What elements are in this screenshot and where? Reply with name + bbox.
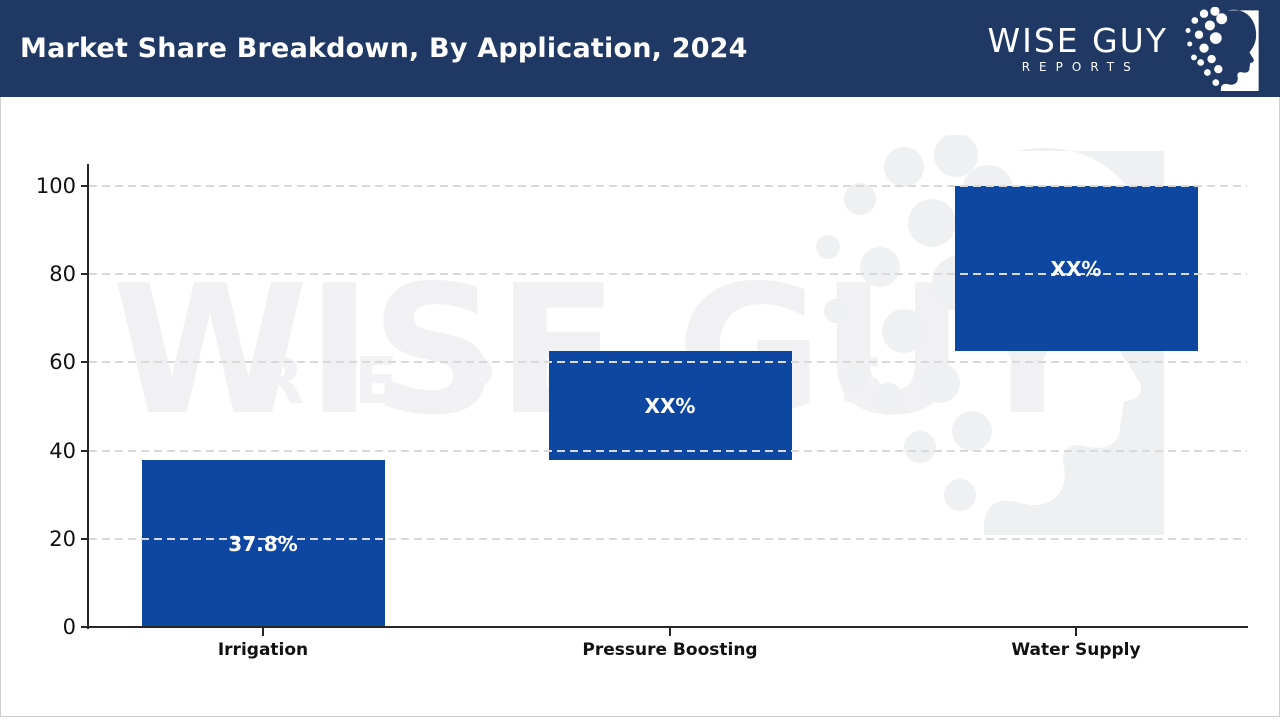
y-tick-100 bbox=[81, 185, 88, 187]
bar-value-label: XX% bbox=[644, 393, 696, 418]
category-label-1: Pressure Boosting bbox=[582, 640, 758, 660]
bar-pressure-boosting bbox=[548, 351, 792, 461]
header-bar: Market Share Breakdown, By Application, … bbox=[0, 0, 1280, 97]
bar-value-label: 37.8% bbox=[228, 531, 298, 556]
gridline-40 bbox=[89, 449, 1247, 452]
y-tick-label-100: 100 bbox=[35, 174, 76, 198]
gridline-100 bbox=[89, 185, 1247, 187]
bar-value-label: XX% bbox=[1050, 256, 1102, 281]
brand-face-icon bbox=[1185, 6, 1259, 91]
y-tick-label-40: 40 bbox=[49, 438, 76, 463]
x-tick-1 bbox=[669, 628, 671, 636]
y-tick-label-80: 80 bbox=[49, 262, 76, 287]
y-tick-0 bbox=[81, 626, 88, 628]
x-tick-2 bbox=[1075, 628, 1077, 636]
y-tick-label-0: 0 bbox=[62, 615, 76, 639]
chart-title: Market Share Breakdown, By Application, … bbox=[20, 33, 748, 64]
gridline-80 bbox=[89, 273, 1247, 276]
gridline-20 bbox=[89, 537, 1247, 540]
gridline-60 bbox=[89, 361, 1247, 364]
y-axis-line bbox=[87, 163, 89, 629]
y-tick-20 bbox=[81, 537, 88, 540]
y-tick-80 bbox=[81, 273, 88, 276]
y-tick-label-20: 20 bbox=[49, 526, 76, 551]
category-label-0: Irrigation bbox=[217, 640, 309, 660]
brand-logo: WISE GUY REPORTS bbox=[987, 6, 1266, 91]
x-axis-line bbox=[87, 626, 1248, 628]
brand-subname: REPORTS bbox=[1021, 60, 1140, 74]
bar-irrigation bbox=[141, 460, 385, 627]
y-tick-label-60: 60 bbox=[49, 350, 76, 375]
x-tick-0 bbox=[262, 628, 264, 636]
category-label-2: Water Supply bbox=[1011, 640, 1141, 660]
y-tick-60 bbox=[81, 361, 88, 364]
brand-logo-text: WISE GUY REPORTS bbox=[987, 24, 1168, 73]
brand-name: WISE GUY bbox=[987, 21, 1168, 60]
y-tick-40 bbox=[81, 449, 88, 452]
